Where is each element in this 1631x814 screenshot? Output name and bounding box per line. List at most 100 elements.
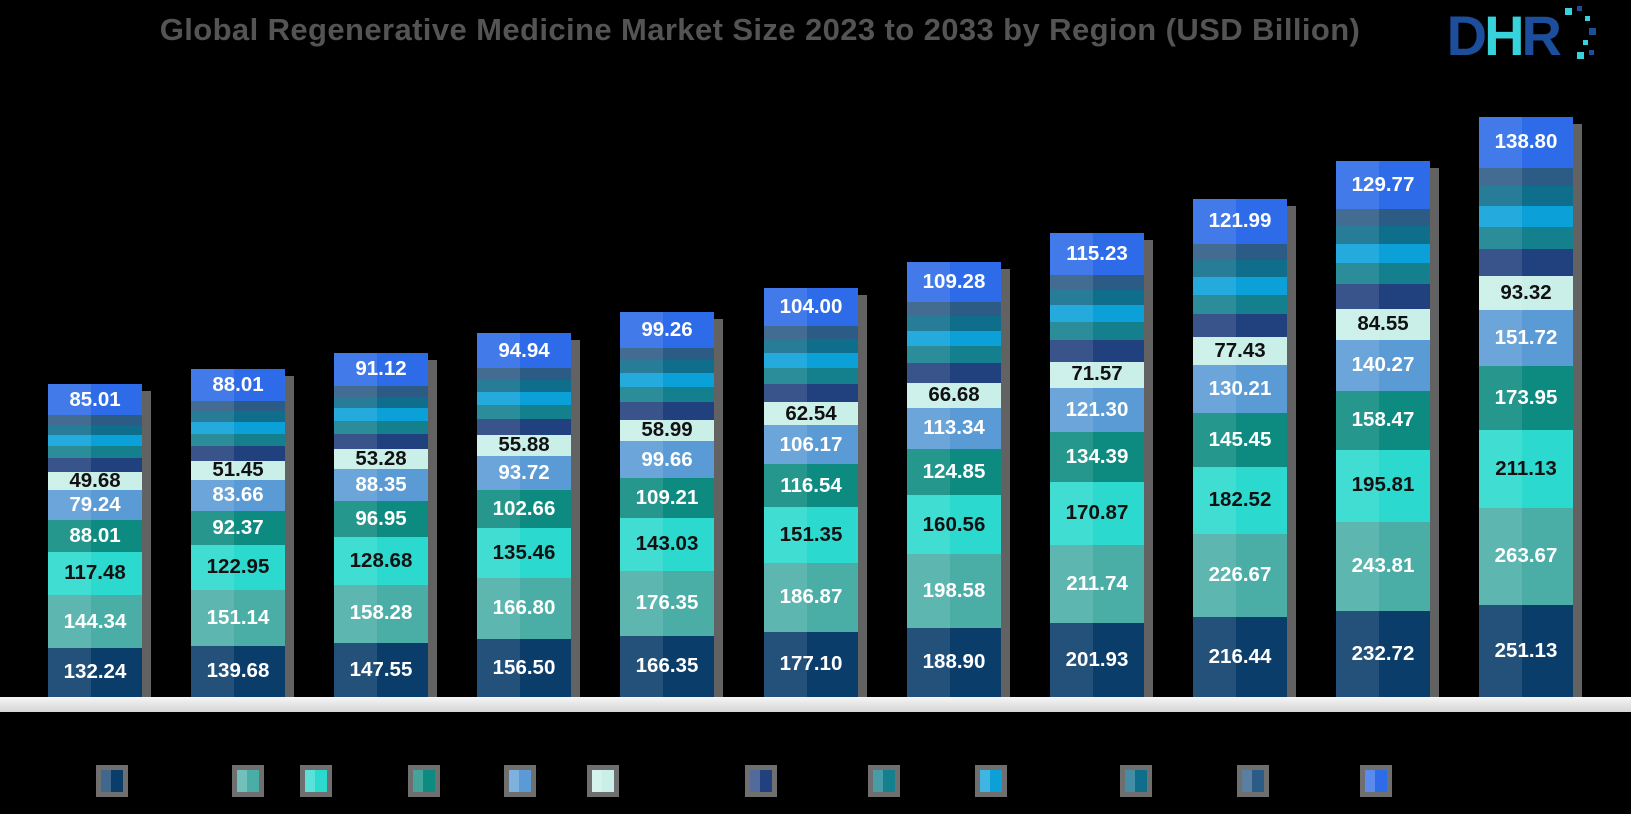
segment-value-label: 151.35 — [779, 522, 843, 546]
segment-value-label: 232.72 — [1351, 641, 1415, 665]
segment-steel-navy — [1336, 208, 1430, 226]
segment-value-label: 88.01 — [69, 523, 121, 547]
legend-swatch-sky-blue — [975, 765, 1007, 797]
segment-steel-navy — [191, 401, 285, 412]
segment-teal-green: 116.54 — [764, 464, 858, 508]
segment-royal-blue: 91.12 — [334, 352, 428, 387]
segment-teal — [334, 420, 428, 434]
segment-dark-blue — [477, 418, 571, 436]
segment-turquoise: 117.48 — [48, 552, 142, 596]
logo-letter-r: R — [1521, 4, 1562, 67]
segment-value-label: 130.21 — [1208, 377, 1272, 401]
segment-value-label: 92.37 — [212, 515, 264, 539]
logo-dot — [1577, 6, 1582, 11]
segment-sea-green: 151.14 — [191, 590, 285, 646]
segment-sea-green: 158.28 — [334, 584, 428, 643]
segment-value-label: 132.24 — [63, 660, 127, 684]
segment-mint: 58.99 — [620, 419, 714, 442]
stacked-bar: 138.80 93.32 151.72 173.95 211.13 263.67 251.1… — [1479, 116, 1573, 697]
segment-dark-blue — [620, 402, 714, 420]
segment-value-label: 109.21 — [635, 485, 699, 509]
segment-royal-blue: 129.77 — [1336, 161, 1430, 209]
segment-navy: 188.90 — [907, 627, 1001, 697]
segment-value-label: 198.58 — [922, 578, 986, 602]
segment-navy: 232.72 — [1336, 611, 1430, 697]
segment-sky-blue — [620, 373, 714, 388]
segment-steel-navy — [48, 415, 142, 426]
segment-value-label: 122.95 — [206, 555, 270, 579]
segment-steel-blue: 130.21 — [1193, 365, 1287, 414]
segment-sky-blue — [48, 435, 142, 447]
segment-dark-blue — [48, 458, 142, 473]
stacked-bar: 99.26 58.99 99.66 109.21 143.03 176.35 166.35 — [620, 311, 714, 697]
segment-teal-green: 92.37 — [191, 510, 285, 545]
segment-dark-blue — [907, 363, 1001, 384]
segment-steel-blue: 121.30 — [1050, 387, 1144, 433]
segment-sea-green: 198.58 — [907, 554, 1001, 628]
segment-value-label: 91.12 — [355, 357, 407, 381]
segment-teal — [1050, 322, 1144, 341]
segment-value-label: 117.48 — [64, 561, 126, 585]
segment-turquoise: 170.87 — [1050, 481, 1144, 545]
segment-turquoise: 143.03 — [620, 518, 714, 571]
segment-value-label: 128.68 — [349, 548, 413, 572]
segment-sea-green: 144.34 — [48, 595, 142, 649]
segment-navy: 216.44 — [1193, 617, 1287, 697]
segment-sky-blue — [477, 391, 571, 405]
segment-turquoise: 211.13 — [1479, 429, 1573, 508]
segment-value-label: 145.45 — [1208, 427, 1272, 451]
stacked-bar: 121.99 77.43 130.21 145.45 182.52 226.67 216.4… — [1193, 199, 1287, 697]
segment-value-label: 62.54 — [785, 401, 837, 425]
segment-dark-teal — [1479, 186, 1573, 206]
segment-steel-navy — [1193, 244, 1287, 260]
segment-value-label: 186.87 — [779, 585, 843, 609]
segment-mint: 66.68 — [907, 383, 1001, 408]
segment-teal — [620, 387, 714, 403]
logo-letter-h: H — [1484, 4, 1524, 67]
segment-teal-green: 109.21 — [620, 478, 714, 519]
segment-value-label: 124.85 — [922, 460, 986, 484]
segment-navy: 156.50 — [477, 639, 571, 697]
segment-steel-blue: 113.34 — [907, 407, 1001, 450]
legend-swatch-navy — [96, 765, 128, 797]
segment-sea-green: 176.35 — [620, 570, 714, 636]
logo-letter-d: D — [1446, 4, 1487, 67]
segment-value-label: 243.81 — [1351, 554, 1415, 578]
logo-dot — [1589, 50, 1594, 55]
legend-swatch-turquoise — [300, 765, 332, 797]
segment-teal-green: 158.47 — [1336, 391, 1430, 450]
legend-swatch-teal-green — [408, 765, 440, 797]
segment-value-label: 106.17 — [779, 432, 843, 456]
segment-teal-green: 102.66 — [477, 490, 571, 529]
segment-sea-green: 243.81 — [1336, 521, 1430, 612]
segment-steel-navy — [907, 302, 1001, 316]
segment-royal-blue: 121.99 — [1193, 199, 1287, 245]
segment-steel-blue: 99.66 — [620, 441, 714, 479]
legend-swatch-dark-teal — [1120, 765, 1152, 797]
segment-dark-teal — [1336, 225, 1430, 244]
segment-royal-blue: 109.28 — [907, 262, 1001, 303]
segment-sky-blue — [191, 422, 285, 434]
segment-sea-green: 226.67 — [1193, 534, 1287, 618]
segment-mint: 93.32 — [1479, 275, 1573, 311]
segment-royal-blue: 94.94 — [477, 333, 571, 369]
segment-sky-blue — [764, 353, 858, 368]
segment-value-label: 195.81 — [1351, 473, 1415, 497]
segment-sky-blue — [907, 330, 1001, 347]
segment-navy: 166.35 — [620, 635, 714, 697]
segment-teal — [764, 367, 858, 384]
stacked-bar: 129.77 84.55 140.27 158.47 195.81 243.81 232.7… — [1336, 161, 1430, 697]
segment-dark-teal — [48, 425, 142, 436]
segment-value-label: 93.72 — [498, 460, 550, 484]
segment-dark-teal — [764, 339, 858, 354]
legend-swatch-sea-green — [232, 765, 264, 797]
segment-dark-teal — [191, 411, 285, 423]
segment-value-label: 151.14 — [206, 605, 270, 629]
legend-swatch-steel-navy — [1237, 765, 1269, 797]
segment-teal — [1336, 263, 1430, 285]
segment-value-label: 140.27 — [1351, 353, 1415, 377]
segment-steel-navy — [477, 368, 571, 380]
segment-value-label: 121.99 — [1208, 209, 1272, 233]
segment-value-label: 99.26 — [641, 317, 693, 341]
